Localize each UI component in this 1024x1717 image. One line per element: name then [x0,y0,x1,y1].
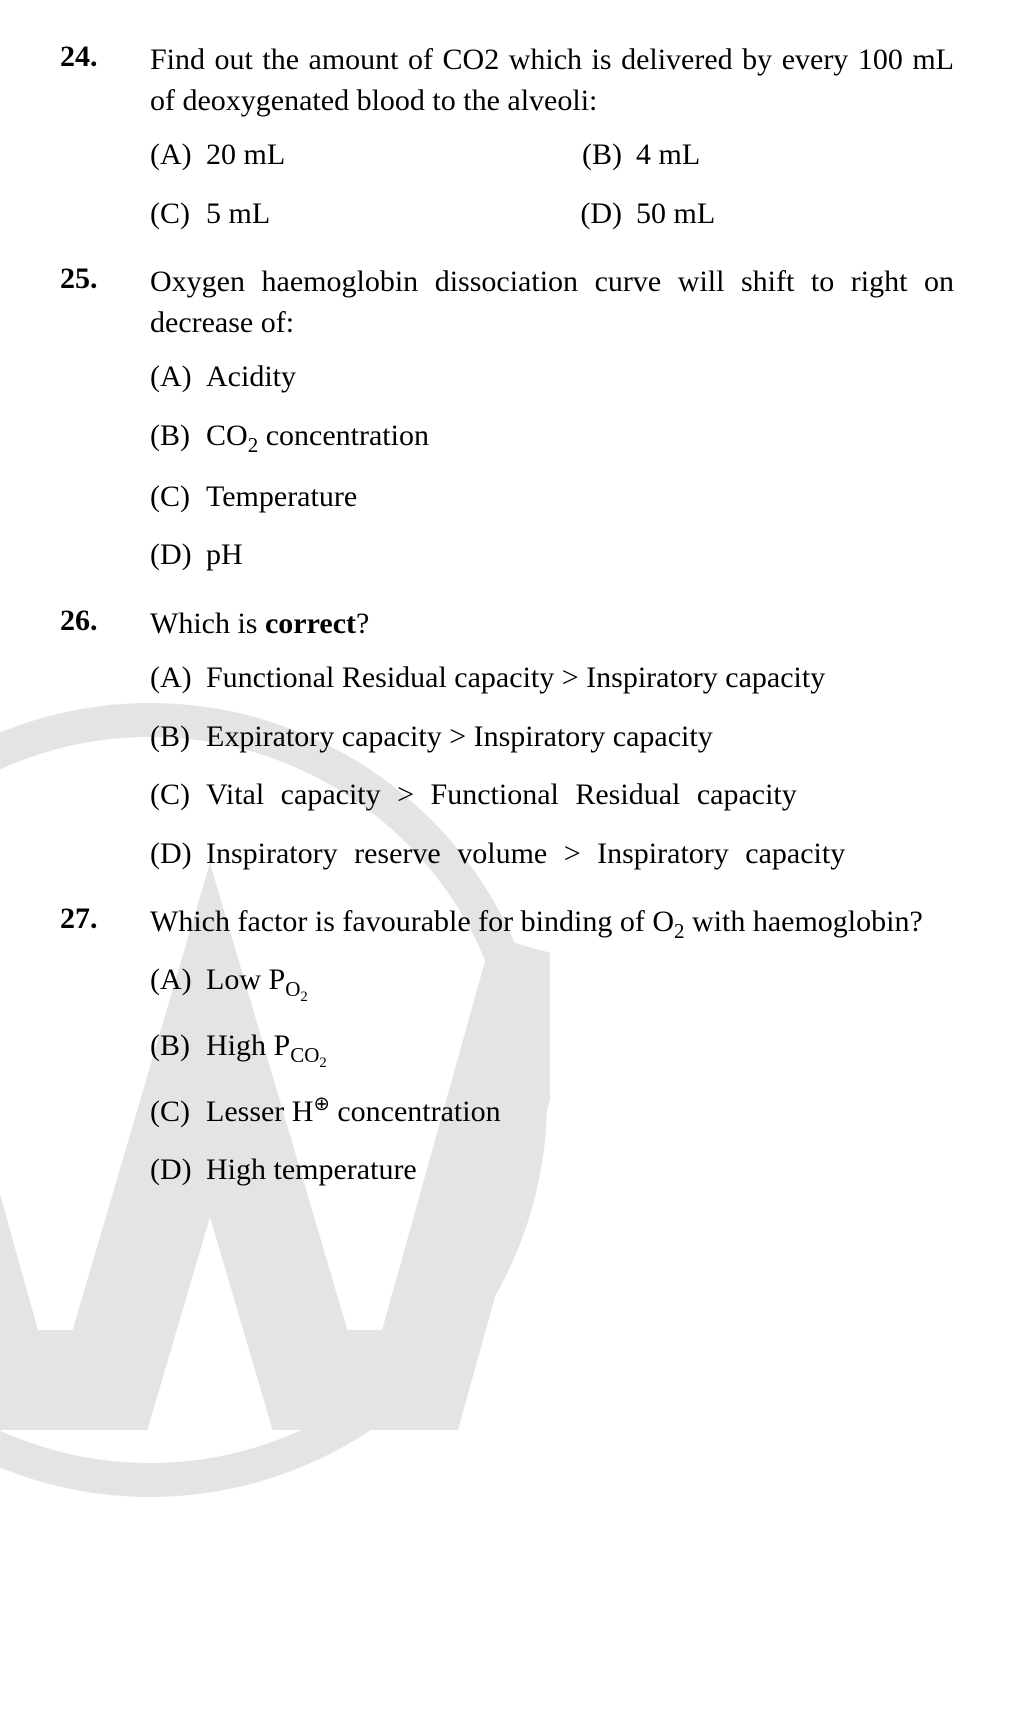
question: 27.Which factor is favourable for bindin… [40,902,954,1208]
option-text: Functional Residual capacity > Inspirato… [206,658,954,699]
question-text: Find out the amount of CO2 which is deli… [150,40,954,121]
question: 25.Oxygen haemoglobin dissociation curve… [40,262,954,594]
option: (C)Temperature [150,477,954,518]
option: (B)CO2 concentration [150,416,954,459]
option: (D)Inspiratory reserve volume > Inspirat… [150,834,954,875]
option: (B)Expiratory capacity > Inspiratory cap… [150,717,954,758]
question-text: Which is correct? [150,604,954,645]
option-label: (C) [150,1095,206,1129]
option: (B)4 mL [552,135,954,176]
option-text: 20 mL [206,135,552,176]
option-label: (A) [150,963,206,997]
option: (B)High PCO2 [150,1026,954,1074]
option-text: High PCO2 [206,1026,954,1074]
option: (A)20 mL [150,135,552,176]
option-text: High temperature [206,1150,954,1191]
option-text: Lesser H⊕ concentration [206,1092,954,1133]
option: (D)50 mL [552,194,954,235]
question-text: Which factor is favourable for binding o… [150,902,954,945]
question-body: Oxygen haemoglobin dissociation curve wi… [150,262,954,594]
option-label: (B) [150,419,206,453]
option: (C)Vital capacity > Functional Residual … [150,775,954,816]
option-label: (C) [150,480,206,514]
option: (A)Low PO2 [150,960,954,1008]
question-text: Oxygen haemoglobin dissociation curve wi… [150,262,954,343]
option-label: (B) [552,138,636,172]
option-label: (C) [150,197,206,231]
option-text: Inspiratory reserve volume > Inspiratory… [206,834,954,875]
option-label: (D) [552,197,636,231]
question-body: Find out the amount of CO2 which is deli… [150,40,954,252]
question: 24.Find out the amount of CO2 which is d… [40,40,954,252]
options-grid: (A)20 mL(B)4 mL(C)5 mL(D)50 mL [150,135,954,234]
question: 26.Which is correct? (A)Functional Residu… [40,604,954,893]
options-list: (A)Functional Residual capacity > Inspir… [150,658,954,874]
question-number: 26. [40,604,150,893]
option-label: (D) [150,1153,206,1187]
option: (C)Lesser H⊕ concentration [150,1092,954,1133]
option-label: (A) [150,661,206,695]
option: (D)High temperature [150,1150,954,1191]
question-body: Which factor is favourable for binding o… [150,902,954,1208]
option-label: (D) [150,837,206,871]
option: (A)Functional Residual capacity > Inspir… [150,658,954,699]
option-text: Expiratory capacity > Inspiratory capaci… [206,717,954,758]
question-body: Which is correct? (A)Functional Residual … [150,604,954,893]
question-number: 25. [40,262,150,594]
option-label: (B) [150,720,206,754]
option-text: 50 mL [636,194,954,235]
option-label: (A) [150,138,206,172]
option: (D)pH [150,535,954,576]
option-text: Vital capacity > Functional Residual cap… [206,775,954,816]
option: (C)5 mL [150,194,552,235]
option: (A)Acidity [150,357,954,398]
option-text: 4 mL [636,135,954,176]
option-text: Low PO2 [206,960,954,1008]
option-label: (C) [150,778,206,812]
option-text: 5 mL [206,194,552,235]
option-label: (A) [150,360,206,394]
document-content: 24.Find out the amount of CO2 which is d… [0,0,1024,1259]
option-text: CO2 concentration [206,416,954,459]
option-label: (B) [150,1029,206,1063]
question-number: 27. [40,902,150,1208]
option-text: Temperature [206,477,954,518]
question-number: 24. [40,40,150,252]
option-text: Acidity [206,357,954,398]
option-text: pH [206,535,954,576]
options-list: (A)Acidity(B)CO2 concentration(C)Tempera… [150,357,954,576]
option-label: (D) [150,538,206,572]
options-list: (A)Low PO2(B)High PCO2(C)Lesser H⊕ conce… [150,960,954,1191]
